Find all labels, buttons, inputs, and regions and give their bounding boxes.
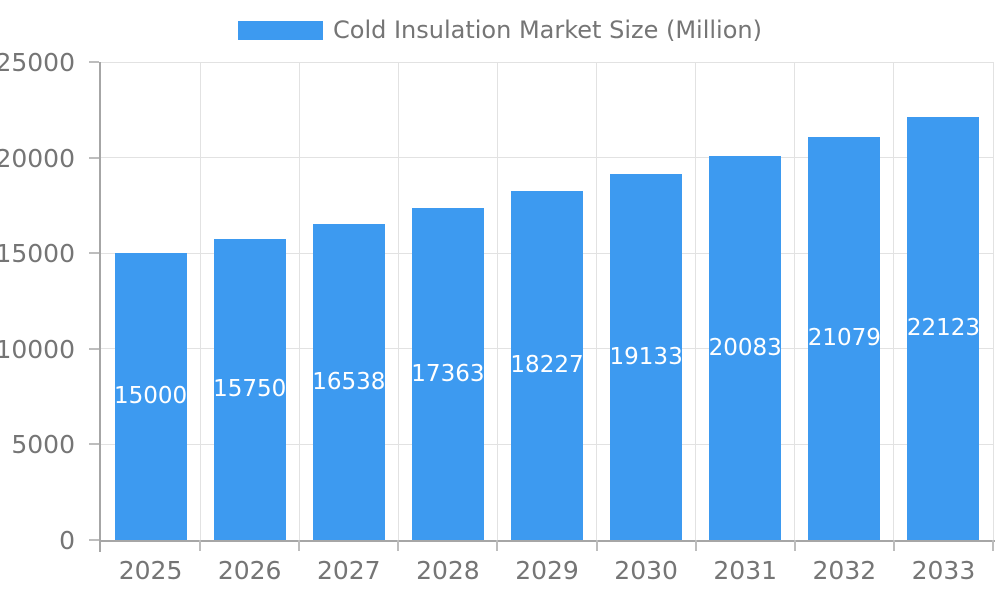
bar-value-label: 20083	[708, 334, 782, 361]
bar-2028[interactable]: 17363	[411, 208, 485, 540]
x-axis-tick	[992, 540, 994, 551]
legend-label: Cold Insulation Market Size (Million)	[333, 16, 762, 44]
x-axis-label-2033: 2033	[911, 556, 976, 585]
y-axis-tick	[89, 61, 99, 63]
x-axis-label-2027: 2027	[316, 556, 381, 585]
x-axis-tick	[694, 540, 697, 551]
x-axis-line	[99, 540, 995, 542]
x-axis-label-2028: 2028	[416, 556, 480, 585]
bar-2027[interactable]: 16538	[312, 224, 386, 540]
bar-value-label: 15750	[213, 376, 287, 402]
v-gridline	[298, 62, 300, 540]
bar-value-label: 22123	[906, 315, 981, 341]
v-gridline	[596, 62, 598, 540]
x-axis-label-2025: 2025	[118, 556, 183, 585]
bar-value-label: 18227	[510, 352, 584, 378]
x-axis-tick	[595, 540, 598, 551]
v-gridline	[199, 62, 201, 540]
bar-value-label: 21079	[807, 325, 881, 351]
x-axis-label-2032: 2032	[812, 556, 877, 585]
v-gridline	[893, 62, 895, 540]
x-axis-tick	[892, 540, 895, 551]
x-axis-label-2031: 2031	[713, 556, 778, 585]
plot-area: 0 5000 10000 15000 20000 25000 15000 2025 15750 2…	[0, 50, 995, 583]
y-axis-label: 15000	[0, 239, 75, 269]
y-axis-line	[99, 62, 101, 552]
y-axis-tick	[89, 347, 99, 350]
x-axis-tick	[397, 540, 400, 551]
v-gridline	[794, 62, 796, 540]
y-axis-tick	[89, 156, 99, 159]
y-axis-tick	[89, 252, 99, 255]
bar-2029[interactable]: 18227	[510, 191, 584, 540]
h-gridline	[101, 61, 993, 63]
bar-2032[interactable]: 21079	[807, 137, 881, 540]
y-axis-tick	[89, 443, 99, 446]
x-axis-label-2029: 2029	[515, 556, 579, 585]
x-axis-label-2026: 2026	[217, 556, 282, 585]
bar-value-label: 15000	[113, 383, 188, 409]
bar-2031[interactable]: 20083	[708, 156, 782, 540]
chart-legend[interactable]: Cold Insulation Market Size (Million)	[0, 16, 1000, 44]
bar-value-label: 19133	[609, 343, 683, 370]
v-gridline	[397, 62, 399, 540]
legend-swatch	[238, 20, 323, 40]
y-axis-label: 20000	[0, 143, 75, 173]
y-axis-label: 10000	[0, 334, 75, 364]
x-axis-label-2030: 2030	[614, 556, 678, 585]
v-gridline	[496, 62, 498, 540]
y-axis-tick	[89, 539, 99, 541]
y-axis-label: 5000	[11, 430, 75, 460]
x-axis-tick	[199, 540, 202, 551]
x-axis-tick	[793, 540, 796, 551]
bar-2026[interactable]: 15750	[213, 239, 287, 540]
bar-2030[interactable]: 19133	[609, 174, 683, 540]
v-gridline	[695, 62, 697, 540]
bar-2025[interactable]: 15000	[113, 253, 188, 540]
y-axis-label: 0	[59, 526, 75, 555]
y-axis-label: 25000	[0, 48, 75, 77]
v-gridline	[992, 62, 994, 540]
bar-value-label: 17363	[411, 360, 485, 387]
x-axis-tick	[298, 540, 301, 551]
bar-2033[interactable]: 22123	[906, 117, 981, 540]
x-axis-tick	[496, 540, 499, 551]
h-gridline	[101, 157, 993, 159]
bar-value-label: 16538	[312, 368, 386, 395]
